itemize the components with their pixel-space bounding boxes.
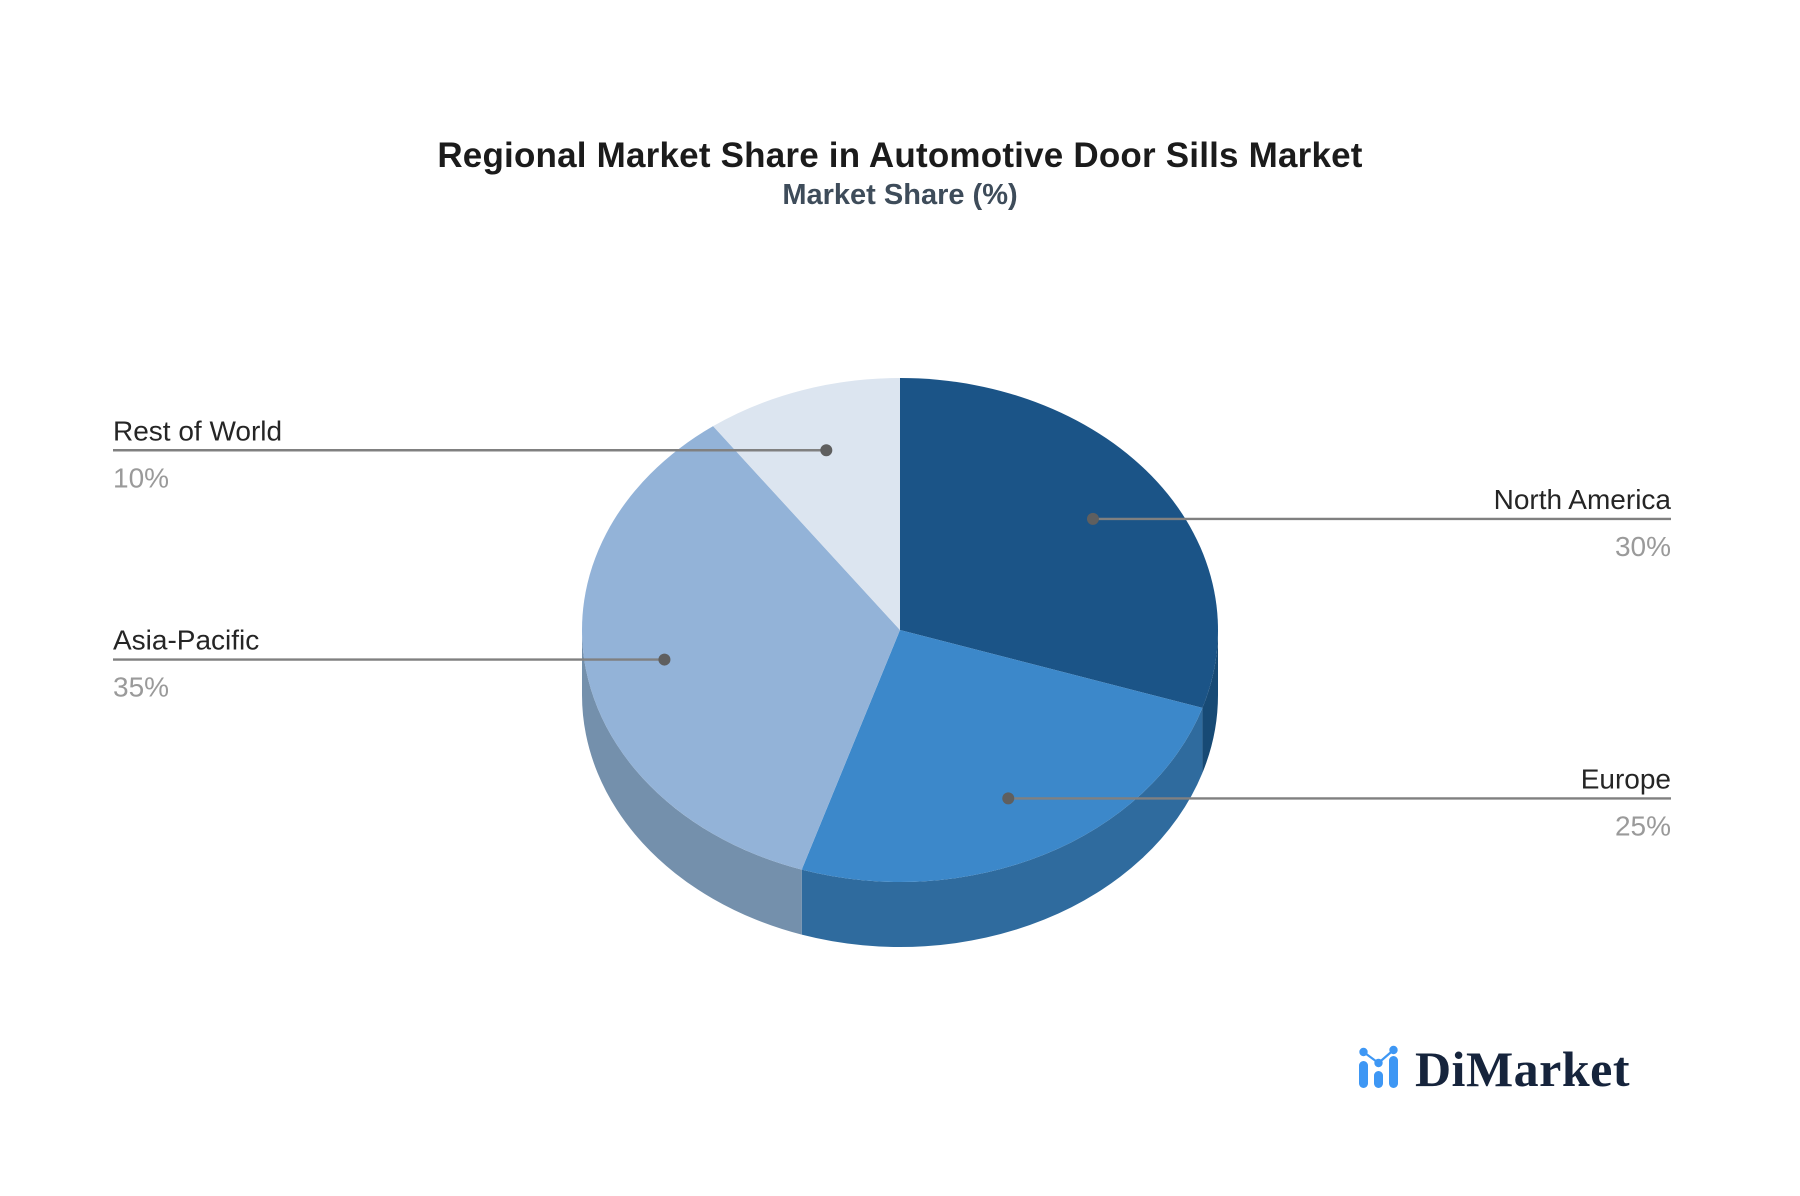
- slice-label-europe: Europe: [1581, 763, 1671, 794]
- leader-dot-rest-of-world: [820, 444, 833, 457]
- slice-label-rest-of-world: Rest of World: [113, 415, 282, 446]
- pie-slice-asia-pacific[interactable]: [581, 426, 900, 870]
- leader-dot-north-america: [1086, 512, 1099, 525]
- pie-slice-north-america-side: [1202, 630, 1218, 773]
- slice-pct-rest-of-world: 10%: [113, 462, 169, 493]
- slice-pct-asia-pacific: 35%: [113, 672, 169, 703]
- leader-dot-europe: [1002, 792, 1015, 805]
- pie-slice-rest-of-world[interactable]: [713, 378, 900, 630]
- slice-label-north-america: North America: [1494, 484, 1672, 515]
- chart-subtitle: Market Share (%): [782, 179, 1018, 211]
- pie-slice-europe[interactable]: [801, 630, 1203, 882]
- bar-chart-logo-icon: [1358, 1045, 1398, 1088]
- chart-title: Regional Market Share in Automotive Door…: [437, 136, 1363, 175]
- dimarket-logo: DiMarket: [1353, 1040, 1630, 1097]
- pie-slice-europe-side: [801, 707, 1203, 947]
- slice-pct-europe: 25%: [1615, 810, 1671, 841]
- pie-slice-north-america[interactable]: [900, 378, 1218, 708]
- slice-label-asia-pacific: Asia-Pacific: [113, 625, 259, 656]
- logo-text: DiMarket: [1414, 1041, 1630, 1097]
- leader-dot-asia-pacific: [658, 653, 671, 666]
- slice-pct-north-america: 30%: [1615, 531, 1671, 562]
- pie-slice-asia-pacific-side: [582, 630, 802, 935]
